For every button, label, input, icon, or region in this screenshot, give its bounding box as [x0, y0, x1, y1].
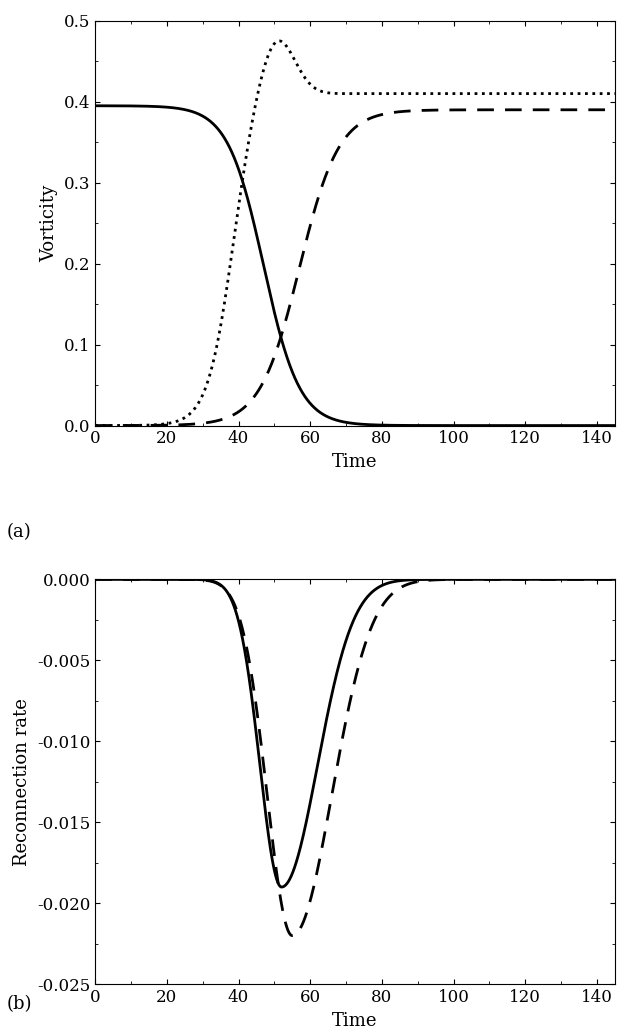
- Text: (a): (a): [6, 523, 31, 541]
- X-axis label: Time: Time: [332, 453, 378, 471]
- Text: (b): (b): [6, 996, 32, 1013]
- Y-axis label: Vorticity: Vorticity: [40, 184, 58, 262]
- Y-axis label: Reconnection rate: Reconnection rate: [13, 698, 31, 866]
- X-axis label: Time: Time: [332, 1011, 378, 1030]
